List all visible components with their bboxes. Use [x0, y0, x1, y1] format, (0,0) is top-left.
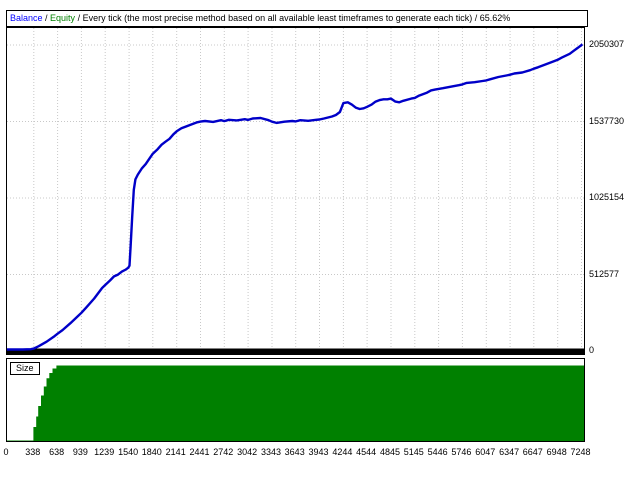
main-chart — [6, 27, 585, 355]
legend-balance-label: Balance — [10, 13, 43, 23]
legend-separator: / — [472, 13, 480, 23]
legend-separator: / — [42, 13, 51, 23]
legend-percent: 65.62% — [479, 13, 511, 23]
x-tick-label: 2141 — [165, 447, 186, 457]
x-tick-label: 4244 — [332, 447, 353, 457]
x-tick-label: 338 — [25, 447, 41, 457]
legend-description: Every tick (the most precise method base… — [82, 13, 473, 23]
y-tick-label: 512577 — [589, 268, 620, 279]
x-tick-label: 1540 — [118, 447, 139, 457]
size-histogram — [7, 365, 584, 441]
x-tick-label: 3943 — [308, 447, 329, 457]
x-tick-label: 3643 — [284, 447, 305, 457]
balance-curve — [7, 43, 584, 351]
x-tick-label: 3343 — [260, 447, 282, 457]
zero-axis-line — [7, 348, 584, 354]
y-tick-label: 1025154 — [589, 192, 625, 202]
x-tick-label: 7248 — [570, 447, 591, 457]
x-tick-label: 6047 — [475, 447, 496, 457]
y-tick-label: 0 — [589, 345, 595, 355]
legend-equity-label: Equity — [50, 13, 76, 23]
x-tick-label: 1239 — [94, 447, 115, 457]
size-histogram-svg — [7, 365, 584, 441]
x-tick-label: 638 — [49, 447, 65, 457]
x-tick-label: 5446 — [427, 447, 448, 457]
x-tick-label: 6647 — [522, 447, 543, 457]
size-label: Size — [16, 363, 34, 373]
x-tick-label: 6948 — [546, 447, 567, 457]
x-tick-label: 4544 — [356, 447, 377, 457]
x-tick-label: 4845 — [379, 447, 401, 457]
x-tick-label: 1840 — [141, 447, 162, 457]
x-tick-label: 2742 — [213, 447, 234, 457]
x-tick-label: 939 — [72, 447, 88, 457]
main-chart-svg — [7, 28, 584, 354]
size-panel: Size — [6, 358, 585, 442]
x-tick-label: 6347 — [499, 447, 520, 457]
x-tick-label: 2441 — [189, 447, 210, 457]
legend-separator: / — [75, 13, 83, 23]
y-tick-label: 2050307 — [589, 39, 625, 49]
size-label-box: Size — [10, 362, 40, 375]
legend-bar: Balance / Equity / Every tick (the most … — [6, 10, 588, 27]
x-tick-label: 5145 — [403, 447, 424, 457]
x-tick-label: 0 — [3, 447, 9, 457]
y-tick-label: 1537730 — [589, 115, 625, 126]
x-tick-label: 3042 — [237, 447, 258, 457]
x-tick-label: 5746 — [451, 447, 472, 457]
